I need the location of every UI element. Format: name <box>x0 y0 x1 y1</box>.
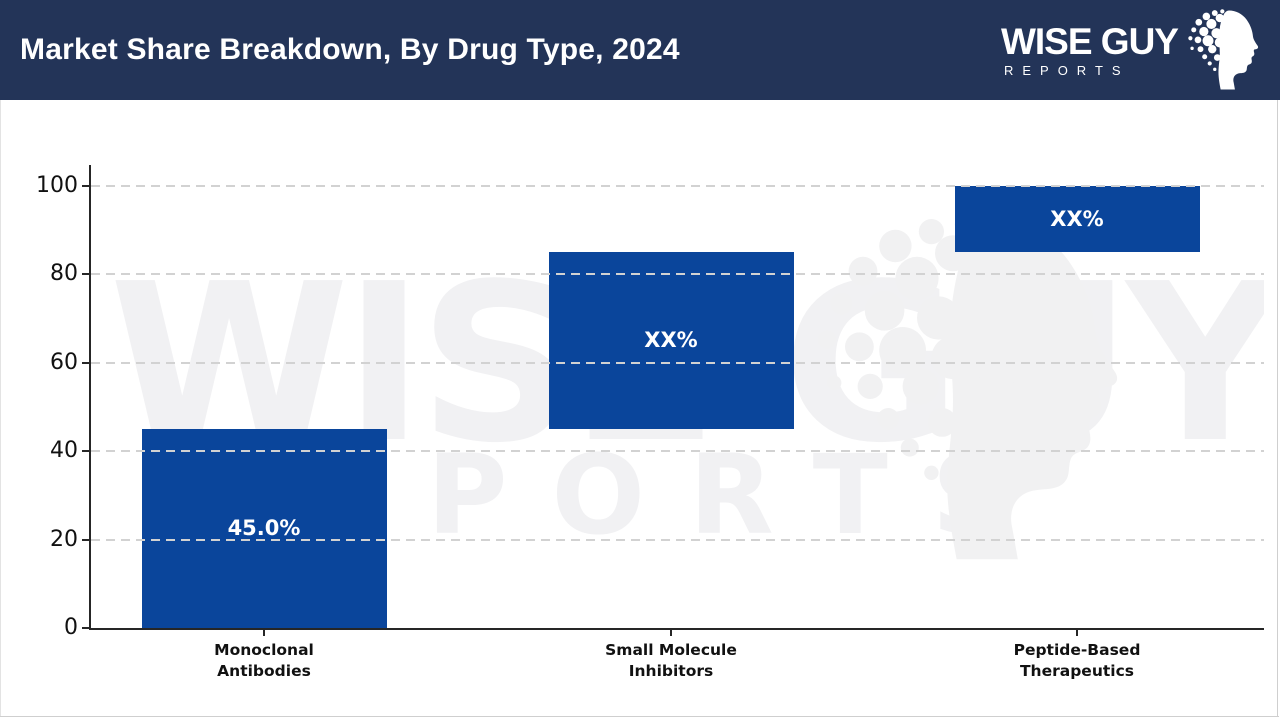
y-tick-label-0: 0 <box>64 615 78 640</box>
bar-3: XX% <box>954 185 1200 252</box>
wiseguy-logo: WISE GUY REPORTS <box>1001 4 1266 96</box>
gridline-80 <box>91 273 1264 275</box>
bar-1: 45.0% <box>141 428 387 628</box>
gridline-60 <box>91 361 1264 364</box>
gridline-100 <box>91 184 1264 187</box>
logo-wordmark-block: WISE GUY REPORTS <box>1000 20 1179 78</box>
y-tick-mark-20 <box>82 538 89 541</box>
logo-subtext: REPORTS <box>1003 62 1130 78</box>
logo-wordmark: WISE GUY <box>1000 20 1179 62</box>
page-border-right <box>1277 100 1278 717</box>
plot-area: WISE GUY REPORTS 45.0%XX%XX%Monoclonal A… <box>82 165 1264 680</box>
y-tick-mark-80 <box>82 273 89 275</box>
y-tick-label-100: 100 <box>36 172 78 198</box>
header-banner: Market Share Breakdown, By Drug Type, 20… <box>0 0 1280 100</box>
y-tick-label-80: 80 <box>50 261 78 286</box>
y-tick-label-40: 40 <box>50 438 78 463</box>
bar-value-label: XX% <box>1050 206 1104 231</box>
y-tick-label-60: 60 <box>50 349 78 375</box>
y-tick-mark-40 <box>82 450 89 452</box>
y-tick-mark-100 <box>82 184 89 187</box>
x-category-label-3: Peptide-Based Therapeutics <box>1013 641 1141 680</box>
y-tick-label-20: 20 <box>50 526 78 552</box>
bar-value-label: XX% <box>644 328 698 353</box>
x-tick-mark-1 <box>263 628 265 636</box>
watermark-head-icon <box>791 210 1151 570</box>
y-tick-mark-0 <box>82 627 89 629</box>
bar-2: XX% <box>548 251 794 429</box>
x-tick-mark-3 <box>1076 628 1078 636</box>
logo-head-icon <box>1182 8 1266 92</box>
page-border-left <box>0 100 1 717</box>
chart-title: Market Share Breakdown, By Drug Type, 20… <box>20 33 680 66</box>
y-tick-mark-60 <box>82 361 89 364</box>
x-category-label-1: Monoclonal Antibodies <box>214 641 314 680</box>
x-tick-mark-2 <box>670 628 672 636</box>
gridline-40 <box>91 450 1264 452</box>
x-category-label-2: Small Molecule Inhibitors <box>605 641 737 680</box>
gridline-20 <box>91 538 1264 541</box>
bar-value-label: 45.0% <box>227 516 301 541</box>
y-axis-labels: 0 20 40 60 80 100 <box>20 165 78 641</box>
page-border-bottom <box>0 716 1279 717</box>
